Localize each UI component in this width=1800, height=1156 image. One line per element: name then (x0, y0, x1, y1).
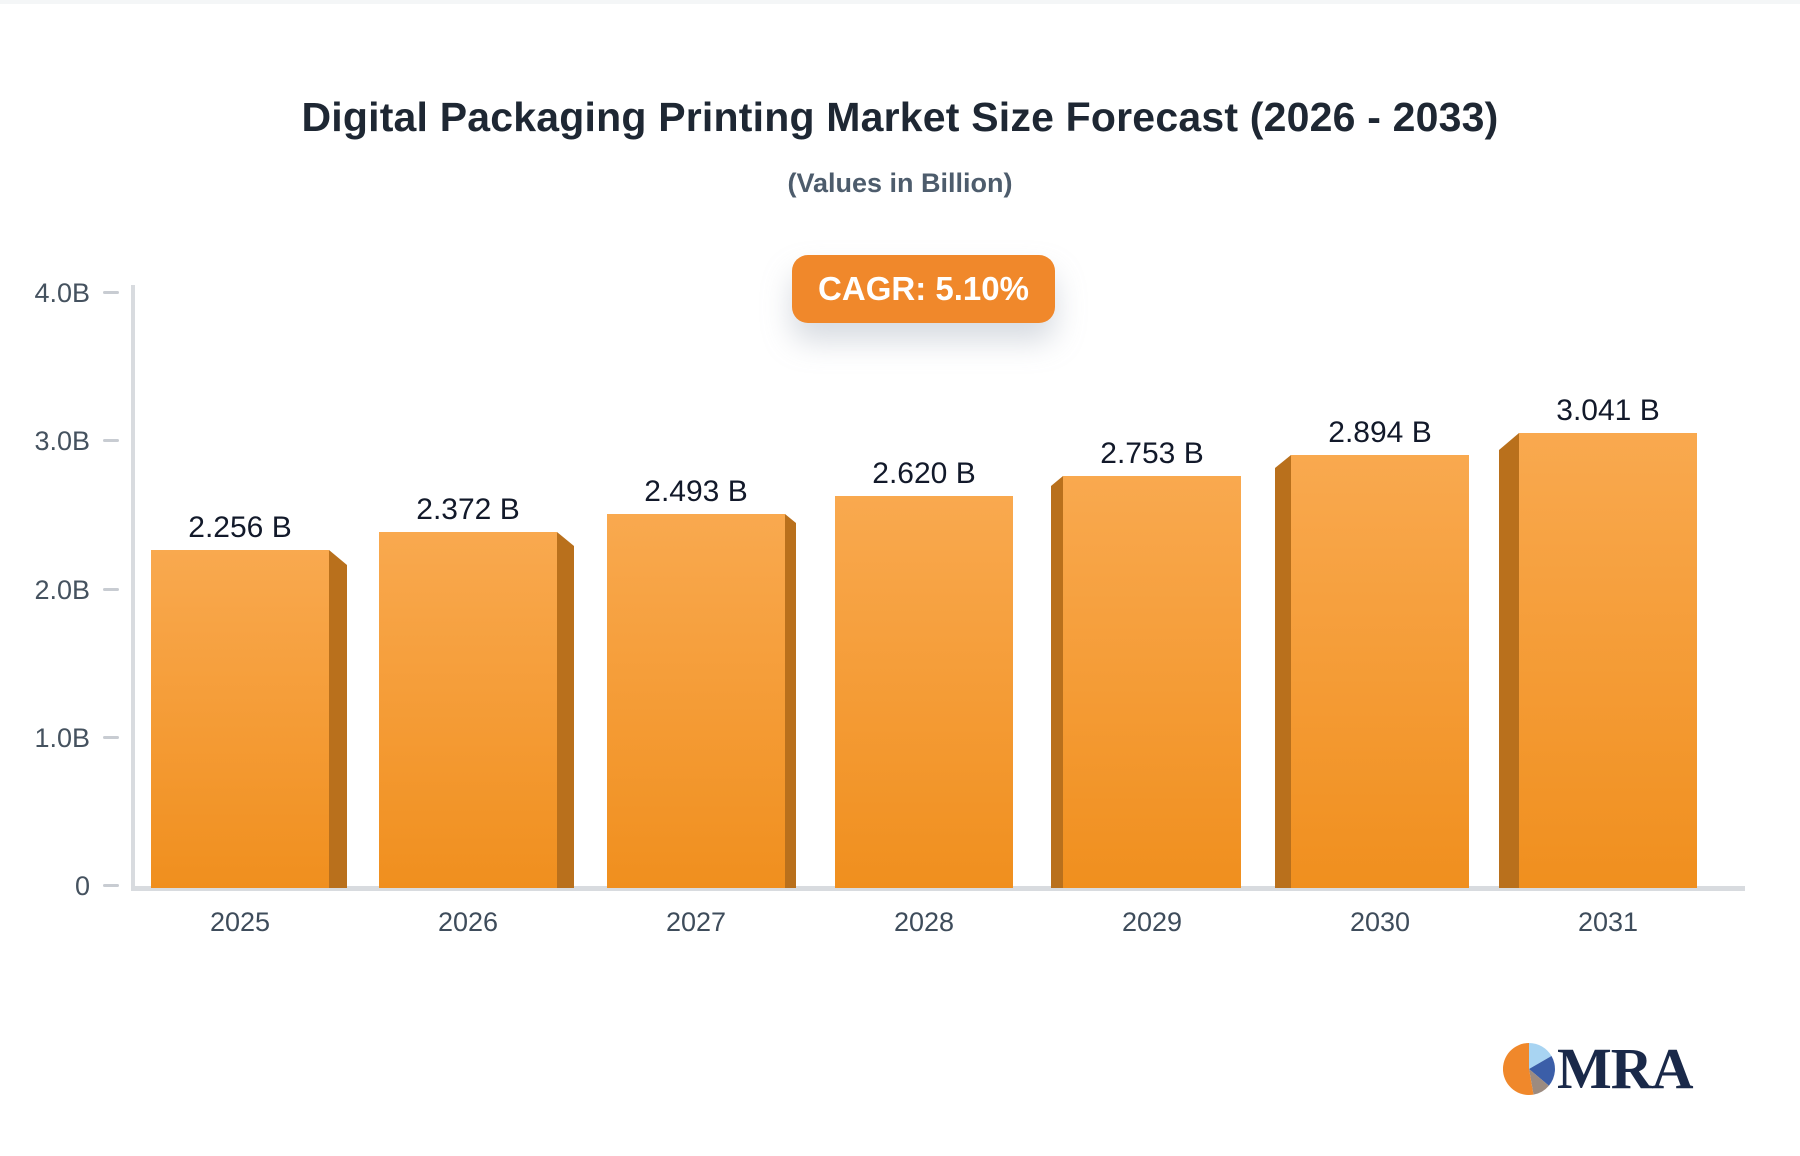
y-axis-tick (103, 588, 119, 591)
bar-2027-side (785, 514, 796, 888)
page-subtitle: (Values in Billion) (787, 168, 1013, 198)
y-axis-label: 0 (74, 871, 90, 901)
bar-value-label: 2.493 B (644, 475, 748, 508)
bar-value-label: 2.620 B (872, 457, 976, 490)
bar-2026 (379, 532, 557, 888)
page-title: Digital Packaging Printing Market Size F… (301, 94, 1499, 140)
bar-value-label: 3.041 B (1556, 394, 1660, 427)
bar-value-label: 2.894 B (1328, 416, 1432, 449)
bar-2029-side (1051, 476, 1063, 888)
bar-2028 (835, 496, 1013, 888)
bar-2026-side (557, 532, 574, 888)
y-axis-tick (103, 439, 119, 442)
x-axis-label: 2030 (1349, 907, 1411, 937)
mra-logo-text: MRA (1557, 1036, 1694, 1101)
y-axis-tick (103, 884, 119, 887)
x-axis-label: 2025 (209, 907, 271, 937)
mra-logo: MRA (1503, 1036, 1694, 1101)
bar-value-label: 2.753 B (1100, 437, 1204, 470)
mra-logo-pie-icon (1503, 1043, 1555, 1095)
bar-2025 (151, 550, 329, 888)
x-axis-label: 2031 (1577, 907, 1639, 937)
y-axis-label: 2.0B (34, 575, 90, 605)
y-axis-label: 4.0B (34, 278, 90, 308)
bar-2025-side (329, 550, 347, 888)
bar-2029 (1063, 476, 1241, 888)
x-axis-label: 2029 (1121, 907, 1183, 937)
y-axis-label: 3.0B (34, 426, 90, 456)
x-axis-label: 2026 (437, 907, 499, 937)
cagr-badge: CAGR: 5.10% (792, 255, 1055, 323)
y-axis-tick (103, 736, 119, 739)
y-axis-line (131, 285, 135, 891)
x-axis-label: 2028 (893, 907, 955, 937)
top-edge-strip (0, 0, 1800, 4)
y-axis-tick (103, 291, 119, 294)
x-axis-label: 2027 (665, 907, 727, 937)
bar-value-label: 2.372 B (416, 493, 520, 526)
bar-2031-side (1499, 433, 1519, 888)
bar-value-label: 2.256 B (188, 511, 292, 544)
y-axis-label: 1.0B (34, 723, 90, 753)
bar-2030-side (1275, 455, 1291, 888)
bar-2027 (607, 514, 785, 888)
x-axis-line (131, 886, 1745, 891)
bar-2031 (1519, 433, 1697, 888)
bar-2030 (1291, 455, 1469, 888)
